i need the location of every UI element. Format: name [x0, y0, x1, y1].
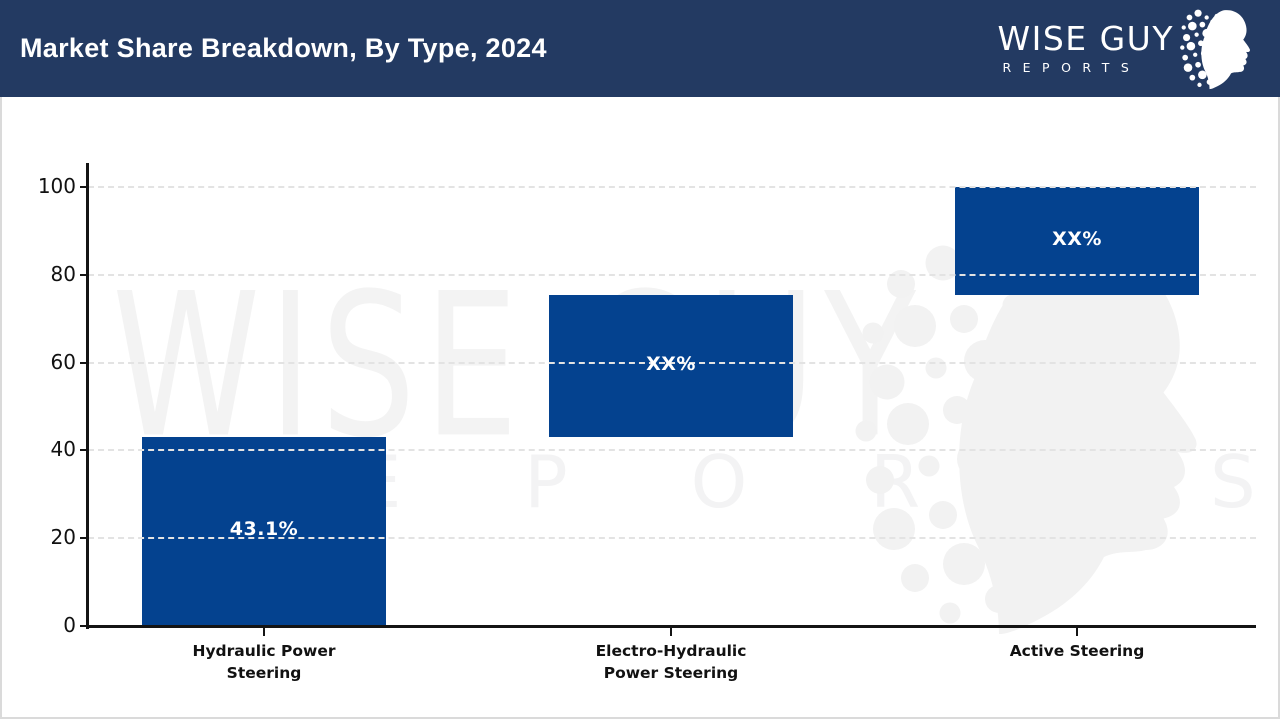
x-tick-mark-electro-hydraulic-power-steering [670, 627, 672, 636]
x-axis-label-hydraulic-power-steering: Hydraulic Power Steering [192, 642, 336, 682]
x-axis-label-active-steering: Active Steering [1009, 642, 1145, 660]
plot-area: 0 20 40 60 80 100 43.1% Hydraulic Power Steerin… [0, 97, 1280, 720]
y-tick-mark-60 [80, 361, 88, 364]
y-tick-label-40: 40 [50, 437, 76, 462]
bar-electro-hydraulic-power-steering [549, 295, 793, 437]
brand-logo: WISE GUY REPORTS [997, 6, 1264, 92]
x-tick-mark-active-steering [1076, 627, 1078, 636]
bar-hydraulic-power-steering [142, 436, 386, 626]
gridline-40 [88, 449, 1256, 452]
bar-value-label-electro-hydraulic-power-steering: XX% [646, 353, 696, 376]
y-tick-mark-80 [80, 273, 88, 276]
y-tick-label-100: 100 [37, 174, 76, 198]
wiseguy-head-icon [1178, 6, 1264, 92]
gridline-80 [88, 273, 1256, 276]
brand-logo-text: WISE GUY REPORTS [997, 22, 1174, 75]
y-tick-mark-100 [80, 186, 88, 188]
y-tick-mark-20 [80, 537, 88, 540]
y-axis-spine [86, 163, 89, 629]
y-tick-mark-0 [80, 625, 88, 627]
brand-logo-line2: REPORTS [1002, 60, 1141, 75]
x-tick-mark-hydraulic-power-steering [263, 627, 265, 636]
brand-logo-line1: WISE GUY [997, 19, 1174, 58]
x-axis-spine [86, 625, 1256, 628]
y-tick-mark-40 [80, 449, 88, 452]
x-axis-label-electro-hydraulic-power-steering: Electro-Hydraulic Power Steering [595, 642, 747, 682]
header-bar: Market Share Breakdown, By Type, 2024 WI… [0, 0, 1280, 97]
page-title: Market Share Breakdown, By Type, 2024 [20, 33, 547, 63]
gridline-100 [88, 186, 1256, 188]
y-tick-label-20: 20 [50, 525, 76, 550]
y-tick-label-80: 80 [50, 261, 76, 286]
y-tick-label-60: 60 [50, 349, 76, 374]
bar-active-steering [955, 187, 1199, 296]
y-tick-label-0: 0 [63, 613, 76, 637]
gridline-60 [88, 361, 1256, 364]
gridline-20 [88, 537, 1256, 540]
bar-value-label-active-steering: XX% [1052, 228, 1102, 251]
bar-value-label-hydraulic-power-steering: 43.1% [229, 518, 299, 541]
